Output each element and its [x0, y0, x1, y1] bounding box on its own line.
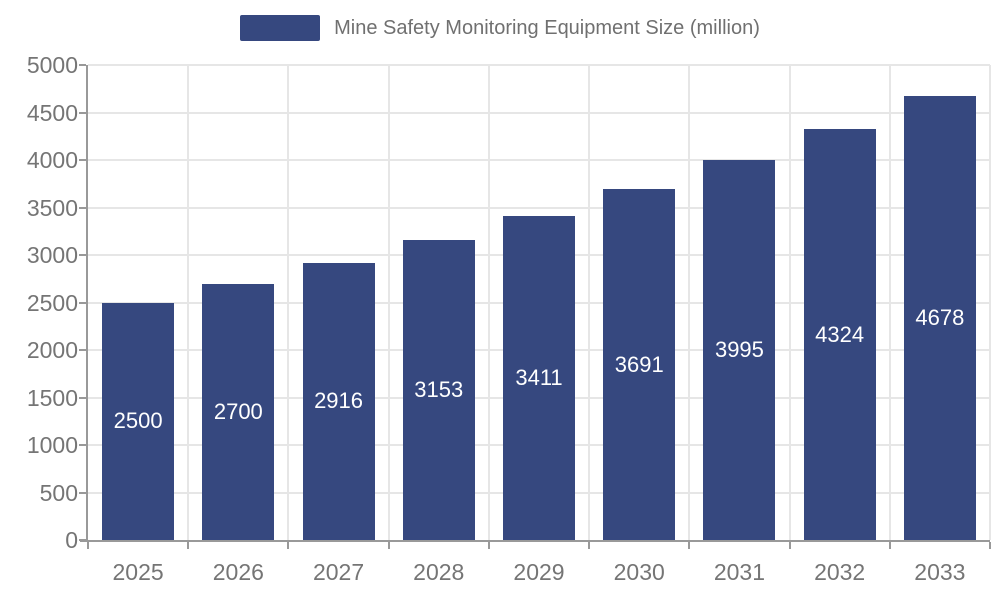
gridline-vertical: [487, 65, 490, 540]
y-axis-tick: [79, 254, 86, 256]
x-axis-tick: [87, 542, 89, 549]
bar-value-label: 3691: [614, 351, 664, 377]
gridline-vertical: [989, 65, 991, 540]
x-axis-category-label: 2030: [613, 559, 665, 585]
bar-value-label: 4324: [815, 321, 865, 347]
y-axis-tick-label: 3500: [26, 194, 78, 221]
x-axis-category-label: 2028: [413, 559, 465, 585]
y-axis-line: [86, 65, 88, 540]
x-axis-tick: [989, 542, 991, 549]
y-axis-tick: [79, 111, 86, 114]
x-axis-category-label: 2026: [212, 559, 264, 585]
bar-value-label: 3411: [515, 364, 563, 390]
x-axis-tick: [688, 542, 691, 549]
gridline-vertical: [588, 65, 591, 540]
x-axis-line: [80, 540, 990, 542]
bar-2026: 2700: [202, 283, 275, 540]
y-axis-tick: [79, 64, 86, 66]
bar-value-label: 2700: [213, 398, 263, 424]
y-axis-tick: [79, 396, 86, 399]
x-axis-category-label: 2032: [814, 559, 866, 585]
x-axis-category-label: 2033: [914, 559, 966, 585]
y-axis-tick: [79, 301, 86, 304]
y-axis-tick-label: 2500: [26, 289, 78, 316]
gridline-horizontal: [88, 206, 990, 209]
x-axis-tick: [187, 542, 190, 549]
bar-2031: 3995: [703, 160, 776, 540]
y-axis-tick-label: 0: [65, 527, 78, 553]
gridline-vertical: [788, 65, 791, 540]
gridline-vertical: [187, 65, 190, 540]
bar-value-label: 4678: [915, 304, 965, 330]
legend-swatch: [240, 15, 321, 41]
gridline-vertical: [888, 65, 891, 540]
x-axis-category-label: 2027: [312, 559, 365, 585]
x-axis-category-label: 2031: [713, 559, 766, 585]
plot-area: 2500 2700 2916 3153 3411 3691 3995 4324 4678: [79, 64, 991, 549]
bar-value-label: 2500: [113, 408, 163, 434]
bar-2033: 4678: [903, 95, 976, 540]
gridline-horizontal: [88, 159, 990, 161]
y-axis-tick: [79, 491, 86, 494]
y-axis-tick: [79, 539, 86, 541]
bar-2030: 3691: [603, 189, 676, 540]
bar-value-label: 3995: [714, 337, 764, 363]
gridline-horizontal: [88, 111, 990, 114]
y-axis-tick-label: 4500: [26, 99, 78, 126]
y-axis-tick-label: 1500: [26, 384, 78, 411]
y-axis-tick: [79, 159, 86, 161]
y-axis-tick: [79, 206, 86, 209]
bar-2027: 2916: [302, 262, 375, 540]
y-axis-tick-label: 4000: [26, 147, 78, 173]
x-axis-tick: [387, 542, 390, 549]
x-axis-category-label: 2025: [112, 559, 164, 585]
bar-value-label: 3153: [414, 377, 464, 403]
bar-2025: 2500: [102, 302, 175, 540]
bar-2029: 3411: [503, 215, 575, 540]
x-axis-tick: [788, 542, 791, 549]
x-axis-tick: [888, 542, 891, 549]
y-axis-tick: [79, 349, 86, 351]
x-axis-tick: [487, 542, 490, 549]
y-axis-tick-label: 3000: [26, 242, 78, 268]
y-axis-tick: [79, 444, 86, 446]
y-axis-tick-label: 1000: [26, 432, 78, 458]
x-axis-tick: [287, 542, 290, 549]
x-axis-tick: [588, 542, 591, 549]
gridline-horizontal: [88, 64, 990, 66]
y-axis-tick-label: 2000: [26, 337, 78, 363]
gridline-vertical: [688, 65, 691, 540]
legend-label: Mine Safety Monitoring Equipment Size (m…: [334, 17, 760, 39]
bar-2028: 3153: [402, 240, 475, 540]
x-axis-category-label: 2029: [513, 559, 565, 585]
gridline-vertical: [287, 65, 290, 540]
legend-item[interactable]: Mine Safety Monitoring Equipment Size (m…: [0, 15, 1000, 41]
bar-2032: 4324: [803, 129, 876, 540]
y-axis-tick-label: 5000: [26, 52, 78, 78]
gridline-vertical: [387, 65, 390, 540]
bar-value-label: 2916: [314, 388, 364, 414]
y-axis-tick-label: 500: [39, 479, 78, 506]
